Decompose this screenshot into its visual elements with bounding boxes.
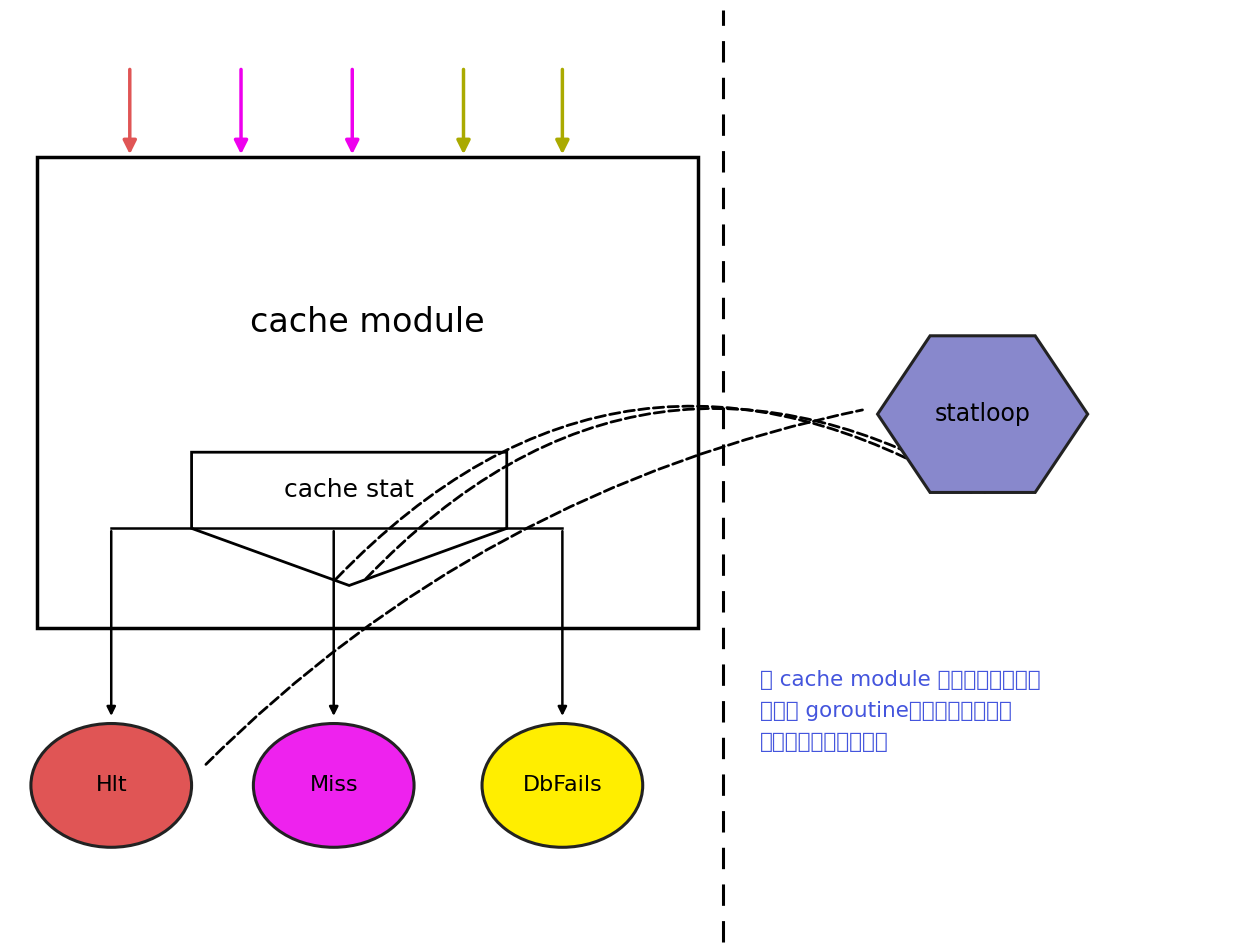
Text: DbFails: DbFails (523, 775, 602, 796)
Text: 在 cache module 初始化时，就会启
动一个 goroutine，每分钟计算一次
当前服务的缓存情况。: 在 cache module 初始化时，就会启 动一个 goroutine，每分… (760, 669, 1041, 752)
Text: cache stat: cache stat (284, 478, 414, 503)
Text: statloop: statloop (934, 402, 1031, 426)
Polygon shape (192, 452, 507, 585)
Bar (37, 157, 698, 628)
Circle shape (31, 724, 192, 847)
Text: Hlt: Hlt (95, 775, 127, 796)
Polygon shape (878, 336, 1088, 492)
Circle shape (482, 724, 643, 847)
Text: cache module: cache module (251, 306, 485, 339)
Circle shape (253, 724, 414, 847)
Text: Miss: Miss (309, 775, 358, 796)
